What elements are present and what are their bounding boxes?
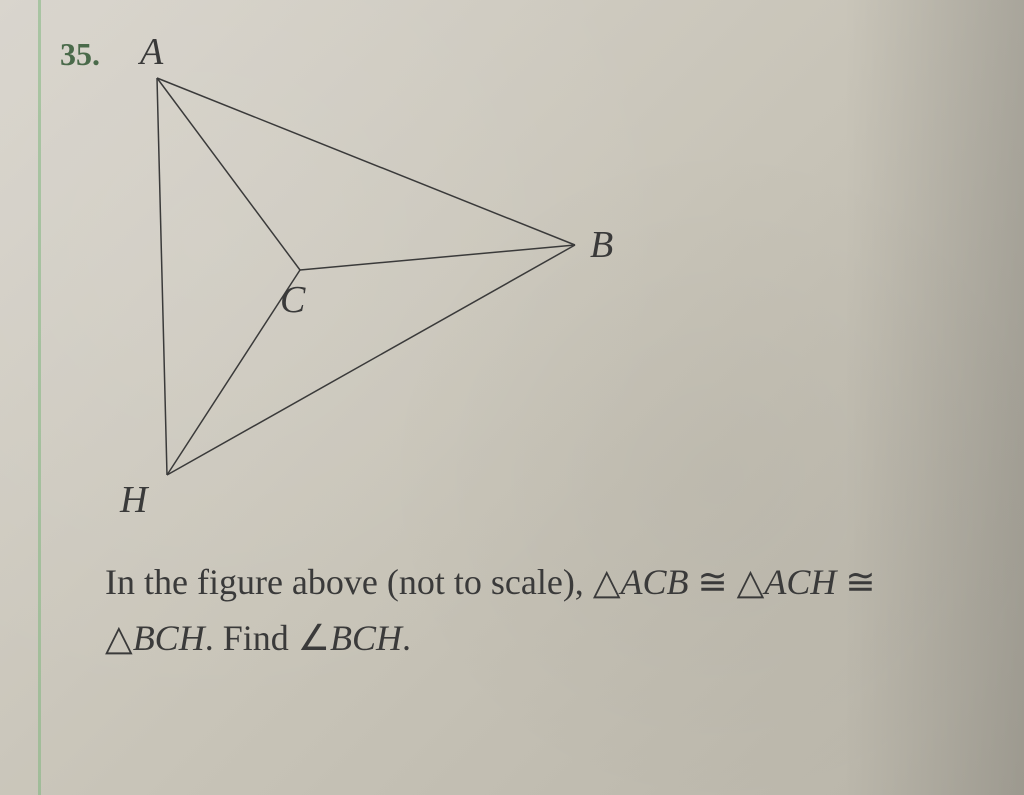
angle-name: BCH [330,618,402,658]
vertex-label-A: A [140,30,163,74]
period: . [402,618,411,658]
triangle-symbol-3: △ [105,618,133,658]
angle-symbol: ∠ [298,618,330,658]
vertex-label-C: C [280,278,305,322]
problem-number: 35. [60,36,100,73]
page-shadow [844,0,1024,795]
triangle-2: ACH [764,562,836,602]
triangle-symbol-2: △ [737,562,765,602]
vertex-label-B: B [590,223,613,267]
edge-B-H [167,245,575,475]
triangle-1: ACB [621,562,689,602]
figure-svg [105,30,625,510]
congruent-symbol-2: ≅ [836,562,875,602]
triangle-3: BCH [133,618,205,658]
geometry-figure: ABHC [105,30,625,510]
content-area: 35. ABHC In the figure above (not to sca… [0,0,1024,80]
edge-B-C [300,245,575,270]
vertex-label-H: H [120,478,147,522]
text-intro: In the figure above (not to scale), [105,562,593,602]
triangle-symbol-1: △ [593,562,621,602]
find-text: . Find [205,618,298,658]
congruent-symbol-1: ≅ [689,562,737,602]
problem-statement: In the figure above (not to scale), △ACB… [105,555,985,667]
page-margin-line [38,0,41,795]
edge-A-H [157,78,167,475]
